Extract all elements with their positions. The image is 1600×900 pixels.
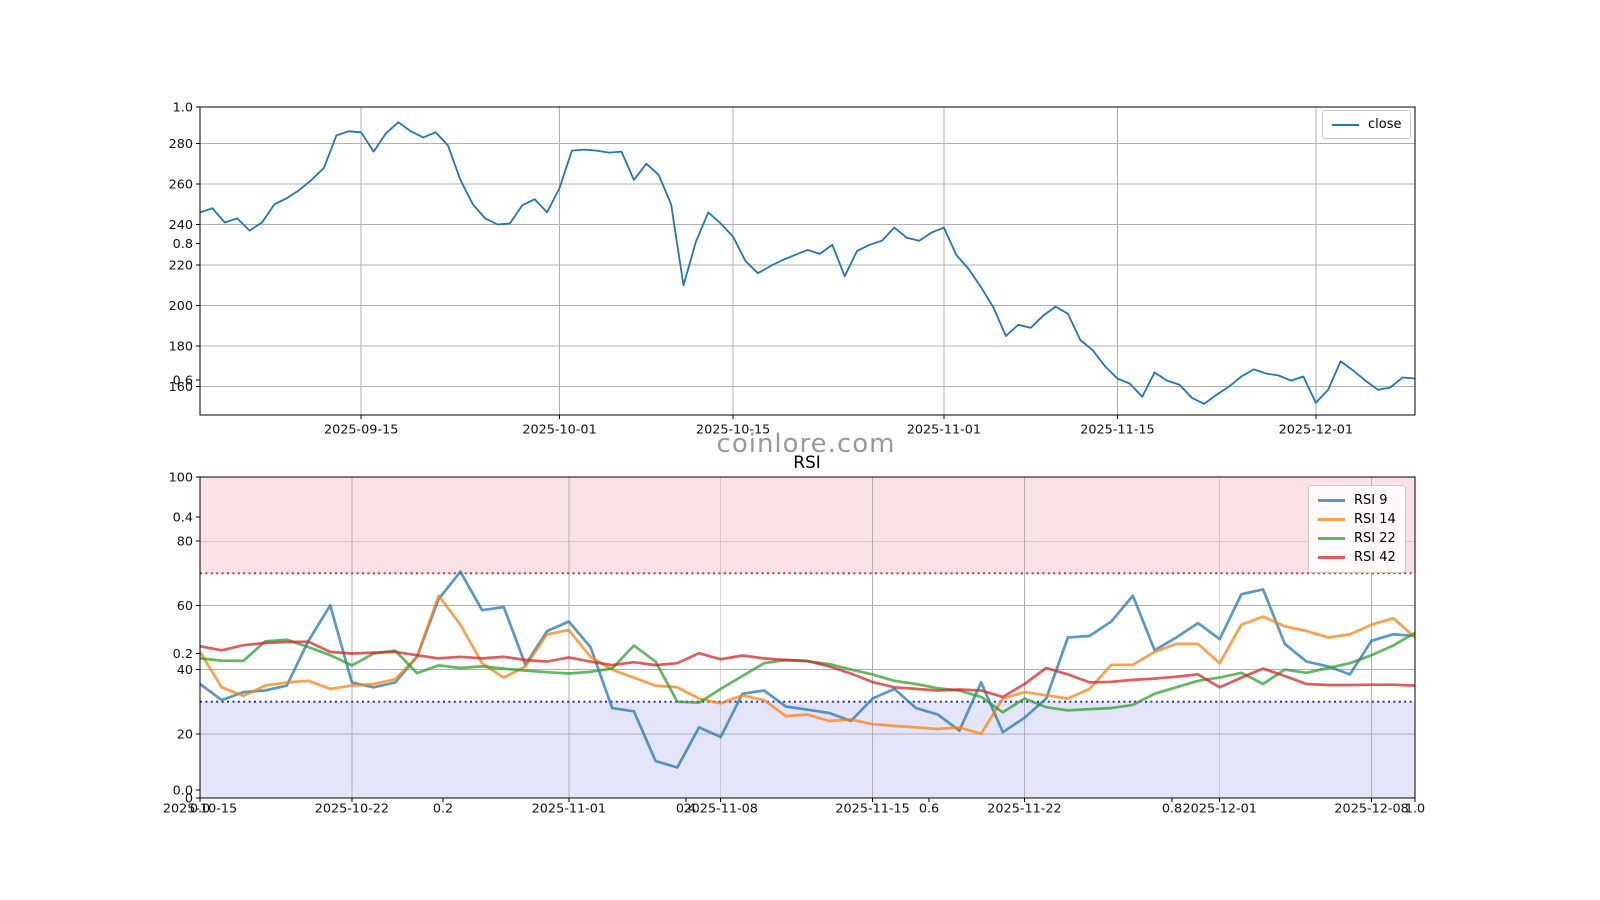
rsi-xtick-label: 2025-10-15 (163, 801, 237, 816)
legend-entry-rsi-14: RSI 14 (1318, 510, 1396, 529)
legend-line-icon (1318, 537, 1345, 540)
rsi-line-rsi-14 (198, 594, 1416, 736)
overlay-ytick-label: 0.2 (173, 647, 193, 662)
rsi-xtick-label: 2025-11-15 (835, 801, 909, 816)
legend-line-icon (1318, 556, 1345, 559)
overbought-band (200, 477, 1415, 574)
watermark: coinlore.com (716, 429, 896, 459)
oversold-band (200, 701, 1415, 798)
price-ytick-label: 220 (169, 259, 193, 274)
rsi-legend: RSI 9 RSI 14 RSI 22 RSI 42 (1308, 485, 1406, 573)
legend-line-icon (1318, 499, 1345, 502)
overlay-ytick-label: 0.6 (173, 374, 193, 389)
legend-label: RSI 42 (1354, 550, 1396, 565)
overlay-ytick-label: 0.4 (173, 510, 193, 525)
rsi-xtick-label: 2025-10-22 (315, 801, 389, 816)
overlay-xtick-label: 1.0 (1405, 801, 1425, 816)
price-ytick-label: 240 (169, 218, 193, 233)
price-ytick-label: 260 (169, 177, 193, 192)
price-ytick-label: 280 (169, 137, 193, 152)
rsi-xtick-label: 2025-11-01 (532, 801, 606, 816)
overlay-xtick-label: 0.4 (676, 801, 696, 816)
rsi-ytick-label: 60 (177, 599, 193, 614)
price-ytick-label: 180 (169, 340, 193, 355)
legend-label: close (1368, 117, 1402, 132)
price-xtick-label: 2025-11-01 (907, 422, 981, 437)
legend-entry-close: close (1332, 115, 1401, 134)
rsi-line-rsi-42 (199, 640, 1416, 699)
legend-label: RSI 9 (1354, 493, 1388, 508)
rsi-ytick-label: 0 (185, 791, 193, 806)
rsi-xtick-label: 2025-11-22 (987, 801, 1061, 816)
rsi-spines (199, 476, 1416, 799)
overlay-ytick-label: 1.0 (173, 100, 193, 115)
price-legend: close (1322, 110, 1412, 139)
legend-line-icon (1332, 123, 1359, 126)
rsi-panel-title: RSI (793, 453, 821, 473)
price-ytick-label: 200 (169, 299, 193, 314)
rsi-ytick-label: 20 (177, 727, 193, 742)
overlay-xtick-label: 0.6 (919, 801, 939, 816)
price-xtick-label: 2025-10-01 (522, 422, 596, 437)
rsi-line-rsi-9 (199, 570, 1416, 769)
rsi-xtick-label: 2025-11-08 (684, 801, 758, 816)
price-ytick-label: 160 (169, 380, 193, 395)
close-line (199, 121, 1416, 405)
rsi-ytick-label: 80 (177, 535, 193, 550)
rsi-ytick-label: 100 (169, 470, 193, 485)
rsi-ytick-label: 40 (177, 663, 193, 678)
overlay-xtick-label: 0.8 (1162, 801, 1182, 816)
price-spines (199, 106, 1416, 416)
overlay-xtick-label: 0.2 (433, 801, 453, 816)
price-xtick-label: 2025-11-15 (1080, 422, 1154, 437)
overlay-xtick-label: 0.0 (190, 801, 210, 816)
price-xtick-label: 2025-10-15 (696, 422, 770, 437)
legend-label: RSI 14 (1354, 512, 1396, 527)
rsi-xtick-label: 2025-12-08 (1334, 801, 1408, 816)
rsi-line-rsi-22 (199, 631, 1416, 714)
overlay-ytick-label: 0.0 (173, 783, 193, 798)
price-xtick-label: 2025-09-15 (324, 422, 398, 437)
legend-entry-rsi-9: RSI 9 (1318, 491, 1396, 510)
legend-entry-rsi-22: RSI 22 (1318, 529, 1396, 548)
price-xtick-label: 2025-12-01 (1279, 422, 1353, 437)
legend-label: RSI 22 (1354, 531, 1396, 546)
legend-line-icon (1318, 518, 1345, 521)
rsi-xtick-label: 2025-12-01 (1183, 801, 1257, 816)
overlay-ytick-label: 0.8 (173, 237, 193, 252)
legend-entry-rsi-42: RSI 42 (1318, 548, 1396, 567)
